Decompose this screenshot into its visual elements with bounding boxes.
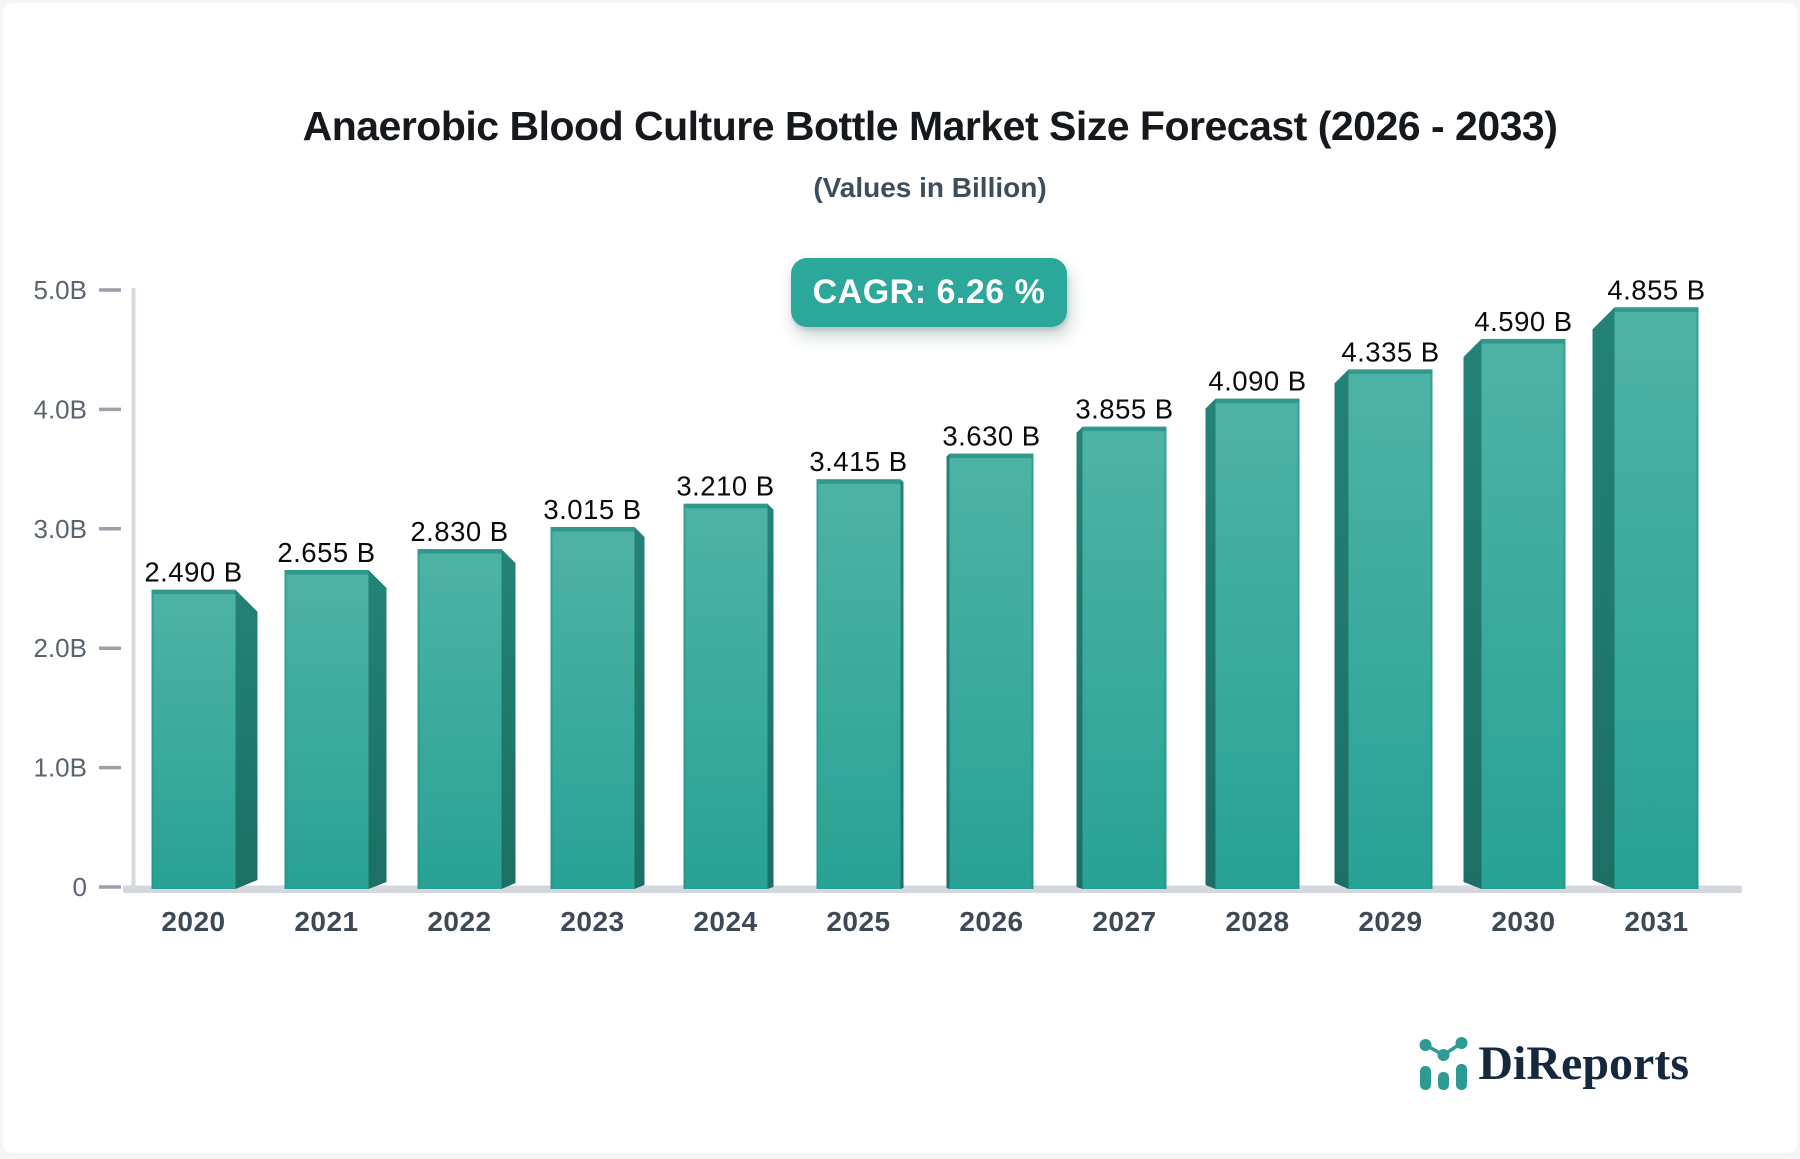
bar-top-edge	[1481, 338, 1566, 344]
bar-2024: 3.210 B	[676, 471, 774, 889]
page-title: Anaerobic Blood Culture Bottle Market Si…	[302, 103, 1558, 149]
bar-top-edge	[417, 549, 502, 554]
bar-value-label-2029: 4.335 B	[1341, 336, 1439, 367]
bar-front-face	[1215, 398, 1300, 889]
x-label-2025: 2025	[826, 906, 890, 937]
bar-value-label-2021: 2.655 B	[277, 537, 375, 568]
bar-front-face	[1082, 426, 1167, 889]
bar-value-label-2023: 3.015 B	[543, 494, 641, 525]
bar-front-face	[1614, 307, 1699, 889]
bar-value-label-2031: 4.855 B	[1607, 274, 1705, 305]
bar-value-label-2028: 4.090 B	[1208, 366, 1306, 397]
bar-value-label-2030: 4.590 B	[1474, 306, 1572, 337]
bar-front-face	[284, 569, 369, 889]
bar-value-label-2024: 3.210 B	[676, 471, 774, 502]
bar-top-edge	[683, 503, 768, 509]
bar-front-face	[417, 549, 502, 889]
bar-side-face	[946, 453, 950, 889]
bar-side-face	[900, 479, 904, 889]
bar-side-face	[235, 589, 258, 889]
bar-2027: 3.855 B	[1075, 394, 1173, 889]
y-tick-label-5.0B: 5.0B	[34, 275, 88, 305]
bar-value-label-2025: 3.415 B	[809, 446, 907, 477]
cagr-badge: CAGR: 6.26 %	[791, 258, 1067, 327]
x-label-2024: 2024	[693, 906, 757, 937]
bar-value-label-2022: 2.830 B	[410, 516, 508, 547]
bar-2026: 3.630 B	[942, 421, 1040, 889]
bar-2029: 4.335 B	[1334, 336, 1439, 889]
bar-side-face	[1076, 426, 1083, 889]
x-label-2020: 2020	[161, 906, 225, 937]
bar-front-face	[683, 503, 768, 889]
bar-side-face	[1463, 338, 1482, 890]
bar-value-label-2020: 2.490 B	[144, 557, 242, 588]
bar-side-face	[1205, 398, 1216, 889]
y-tick-label-1.0B: 1.0B	[34, 753, 88, 783]
bar-front-face	[550, 527, 635, 889]
x-label-2031: 2031	[1624, 906, 1688, 937]
x-label-2027: 2027	[1092, 906, 1156, 937]
bar-top-edge	[949, 453, 1034, 459]
brand-logo: DiReports	[1419, 1036, 1689, 1092]
y-tick-label-2.0B: 2.0B	[34, 633, 88, 663]
bar-2025: 3.415 B	[809, 446, 907, 889]
bar-top-edge	[1348, 369, 1433, 374]
bar-side-face	[1334, 369, 1349, 889]
bar-top-edge	[284, 569, 369, 575]
bar-front-face	[1348, 369, 1433, 889]
bars-group: 2.490 B 2.655 B 2.830 B 3.015 B 3.210 B 3.415…	[144, 274, 1705, 890]
page-subtitle: (Values in Billion)	[813, 172, 1047, 203]
bar-side-face	[368, 569, 387, 889]
brand-name: DiReports	[1478, 1037, 1689, 1090]
chart-card: Anaerobic Blood Culture Bottle Market Si…	[3, 3, 1797, 1153]
bar-side-face	[1592, 307, 1615, 889]
bar-front-face	[949, 453, 1034, 889]
cagr-badge-label: CAGR: 6.26 %	[812, 273, 1046, 311]
bar-top-edge	[151, 589, 236, 595]
bar-side-face	[501, 549, 516, 889]
bar-side-face	[767, 503, 774, 889]
y-tick-label-4.0B: 4.0B	[34, 394, 88, 424]
bar-top-edge	[1215, 398, 1300, 404]
x-label-2021: 2021	[294, 906, 358, 937]
x-axis-labels: 2020 2021 2022 2023 2024 2025 2026 2027 2028 2029…	[161, 906, 1688, 937]
bar-2020: 2.490 B	[144, 557, 258, 889]
x-label-2026: 2026	[959, 906, 1023, 937]
bar-front-face	[151, 589, 236, 889]
bar-2030: 4.590 B	[1463, 306, 1572, 890]
bar-2023: 3.015 B	[543, 494, 645, 889]
y-tick-label-3.0B: 3.0B	[34, 514, 88, 544]
bar-top-edge	[816, 479, 901, 484]
y-axis	[123, 288, 1742, 893]
bar-top-edge	[550, 527, 635, 532]
bar-2022: 2.830 B	[410, 516, 516, 889]
bar-value-label-2027: 3.855 B	[1075, 394, 1173, 425]
x-label-2030: 2030	[1491, 906, 1555, 937]
bar-side-face	[634, 527, 645, 889]
bar-top-edge	[1082, 426, 1167, 432]
bar-front-face	[816, 479, 901, 889]
bar-front-face	[1481, 338, 1566, 890]
x-label-2022: 2022	[427, 906, 491, 937]
y-tick-label-0: 0	[73, 872, 87, 902]
x-label-2029: 2029	[1358, 906, 1422, 937]
x-axis-baseline	[123, 885, 1742, 893]
bar-top-edge	[1614, 307, 1699, 312]
chart-svg: 0 1.0B 2.0B 3.0B 4.0B 5.0B 2.490 B 2.655 B 2.83…	[34, 274, 1742, 937]
y-axis-ticks: 0 1.0B 2.0B 3.0B 4.0B 5.0B	[34, 275, 121, 902]
x-label-2028: 2028	[1225, 906, 1289, 937]
bar-value-label-2026: 3.630 B	[942, 421, 1040, 452]
mini-bar-chart-trend-icon	[1419, 1037, 1468, 1090]
bar-2021: 2.655 B	[277, 537, 387, 889]
bar-2028: 4.090 B	[1205, 366, 1306, 889]
x-label-2023: 2023	[560, 906, 624, 937]
bar-2031: 4.855 B	[1592, 274, 1705, 889]
